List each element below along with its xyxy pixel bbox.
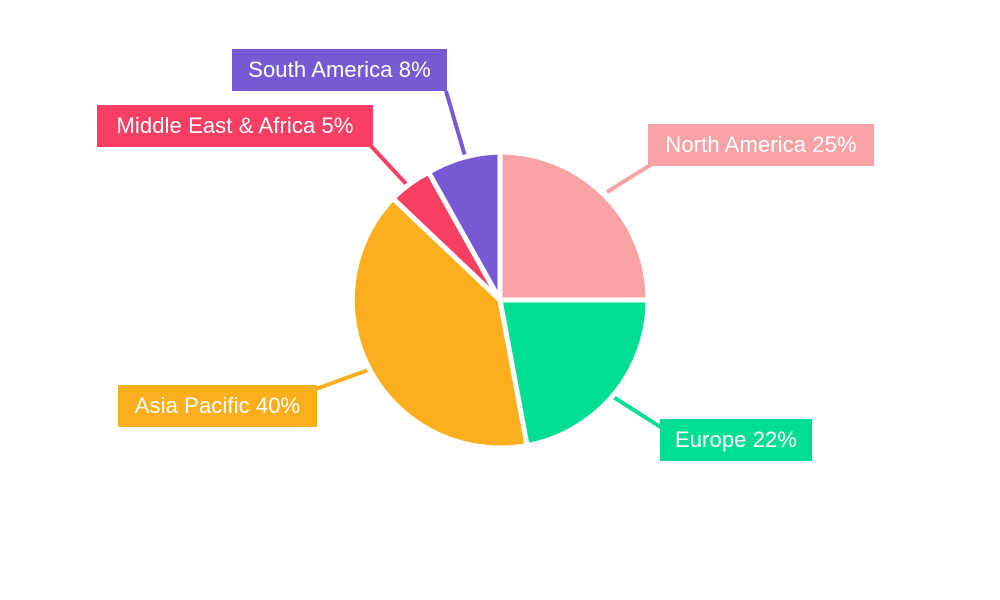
pie-label-europe-text: Europe 22%: [674, 427, 798, 452]
pie-slice-north-america[interactable]: [497, 149, 651, 303]
pie-label-north-america-text: North America 25%: [665, 132, 857, 157]
pie-slice-europe[interactable]: [496, 297, 651, 449]
pie-label-south-america-text: South America 8%: [248, 57, 431, 82]
pie-label-europe[interactable]: Europe 22%: [660, 419, 812, 461]
pie-label-middle-east-africa-text: Middle East & Africa 5%: [116, 113, 354, 138]
pie-label-north-america[interactable]: North America 25%: [648, 124, 874, 166]
leader-line-south-america: [444, 90, 467, 157]
pie-slice-asia-pacific[interactable]: [349, 194, 530, 451]
leader-line-middle-east-africa: [369, 144, 411, 189]
leader-line-north-america: [605, 162, 654, 194]
pie-label-asia-pacific[interactable]: Asia Pacific 40%: [118, 385, 317, 427]
pie-label-south-america[interactable]: South America 8%: [232, 49, 447, 91]
pie-slices: [349, 149, 651, 451]
leader-line-asia-pacific: [312, 367, 372, 392]
pie-label-middle-east-africa[interactable]: Middle East & Africa 5%: [97, 105, 373, 147]
pie-slice-south-america[interactable]: [425, 149, 503, 310]
pie-label-asia-pacific-text: Asia Pacific 40%: [134, 393, 301, 418]
